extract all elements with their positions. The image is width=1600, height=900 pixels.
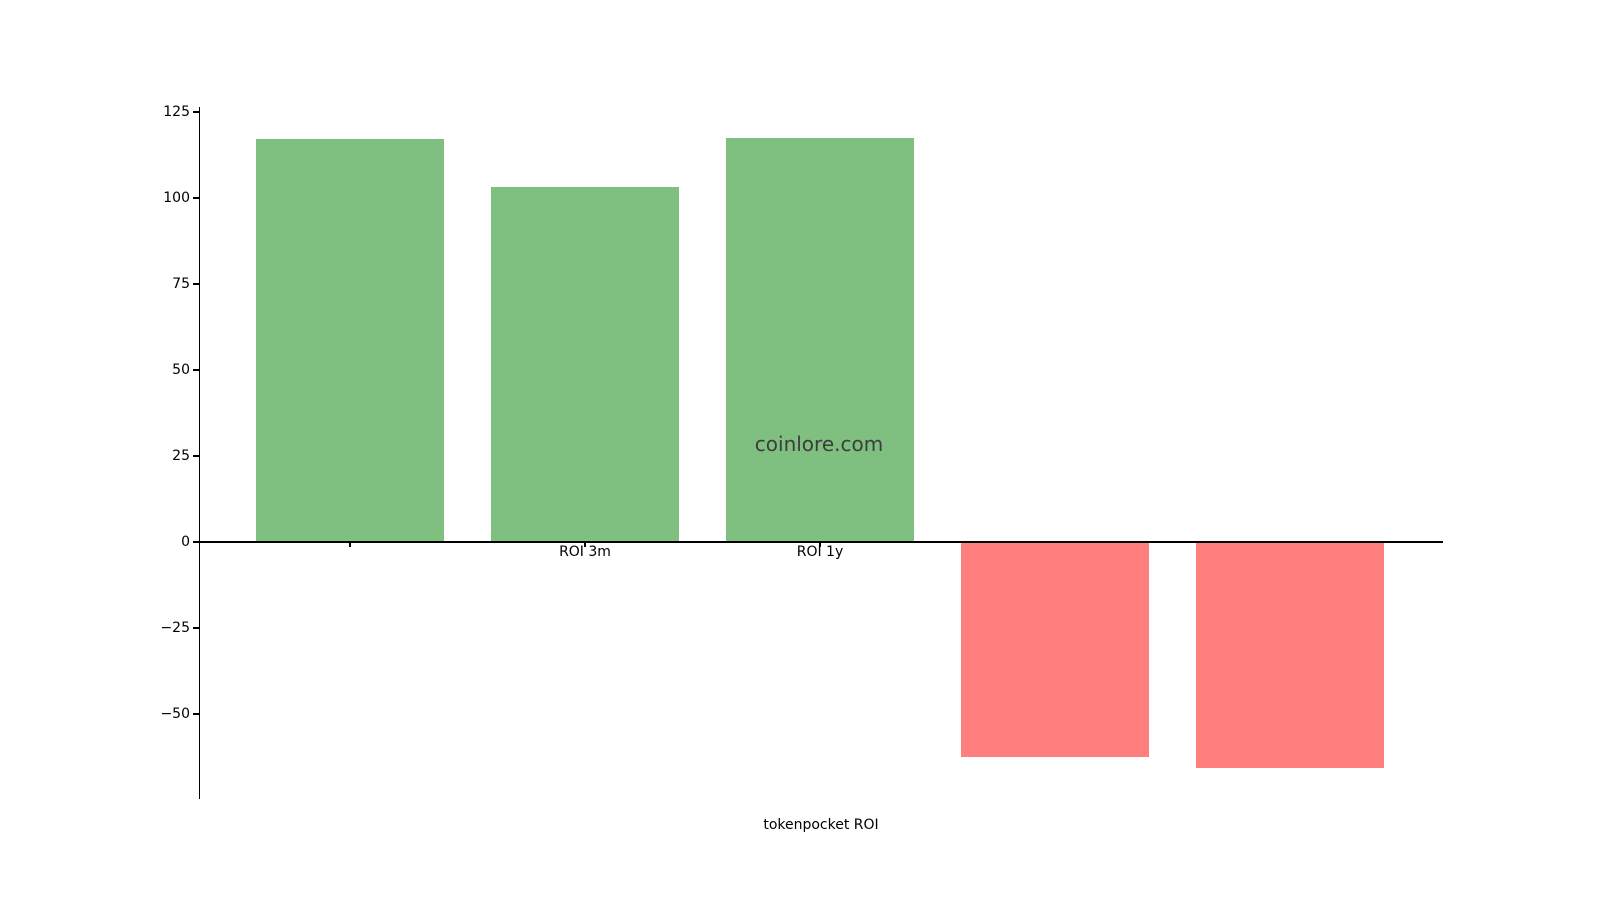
y-tick-label: 75 bbox=[172, 275, 190, 292]
y-tick-mark bbox=[192, 283, 199, 285]
x-tick-mark bbox=[349, 542, 351, 548]
y-tick-label: −50 bbox=[160, 706, 190, 723]
y-tick-label: 25 bbox=[172, 448, 190, 464]
y-tick-mark bbox=[192, 627, 199, 629]
x-tick-mark bbox=[584, 542, 586, 548]
bar bbox=[726, 138, 914, 542]
y-tick-label: 100 bbox=[163, 189, 190, 206]
bar bbox=[961, 542, 1149, 758]
bar bbox=[1196, 542, 1384, 769]
y-tick-label: 125 bbox=[163, 103, 190, 120]
bar bbox=[256, 138, 444, 542]
x-tick-label: ROI 3m bbox=[559, 544, 611, 561]
x-tick-label: ROI 1y bbox=[796, 544, 844, 561]
y-tick-label: 50 bbox=[172, 362, 190, 378]
y-tick-mark bbox=[192, 369, 199, 371]
coinlore-watermark: coinlore.com bbox=[754, 432, 884, 456]
y-tick-label: −25 bbox=[160, 620, 190, 637]
y-axis-spine bbox=[198, 107, 200, 799]
y-tick-mark bbox=[192, 111, 199, 113]
y-tick-label: 0 bbox=[181, 534, 190, 551]
y-tick-mark bbox=[192, 455, 199, 457]
x-axis-line bbox=[200, 541, 1443, 543]
y-tick-mark bbox=[192, 541, 199, 543]
bar bbox=[491, 186, 679, 542]
y-tick-mark bbox=[192, 197, 199, 199]
x-tick-mark bbox=[819, 542, 821, 548]
x-axis-title: tokenpocket ROI bbox=[763, 817, 879, 833]
y-tick-mark bbox=[192, 713, 199, 715]
